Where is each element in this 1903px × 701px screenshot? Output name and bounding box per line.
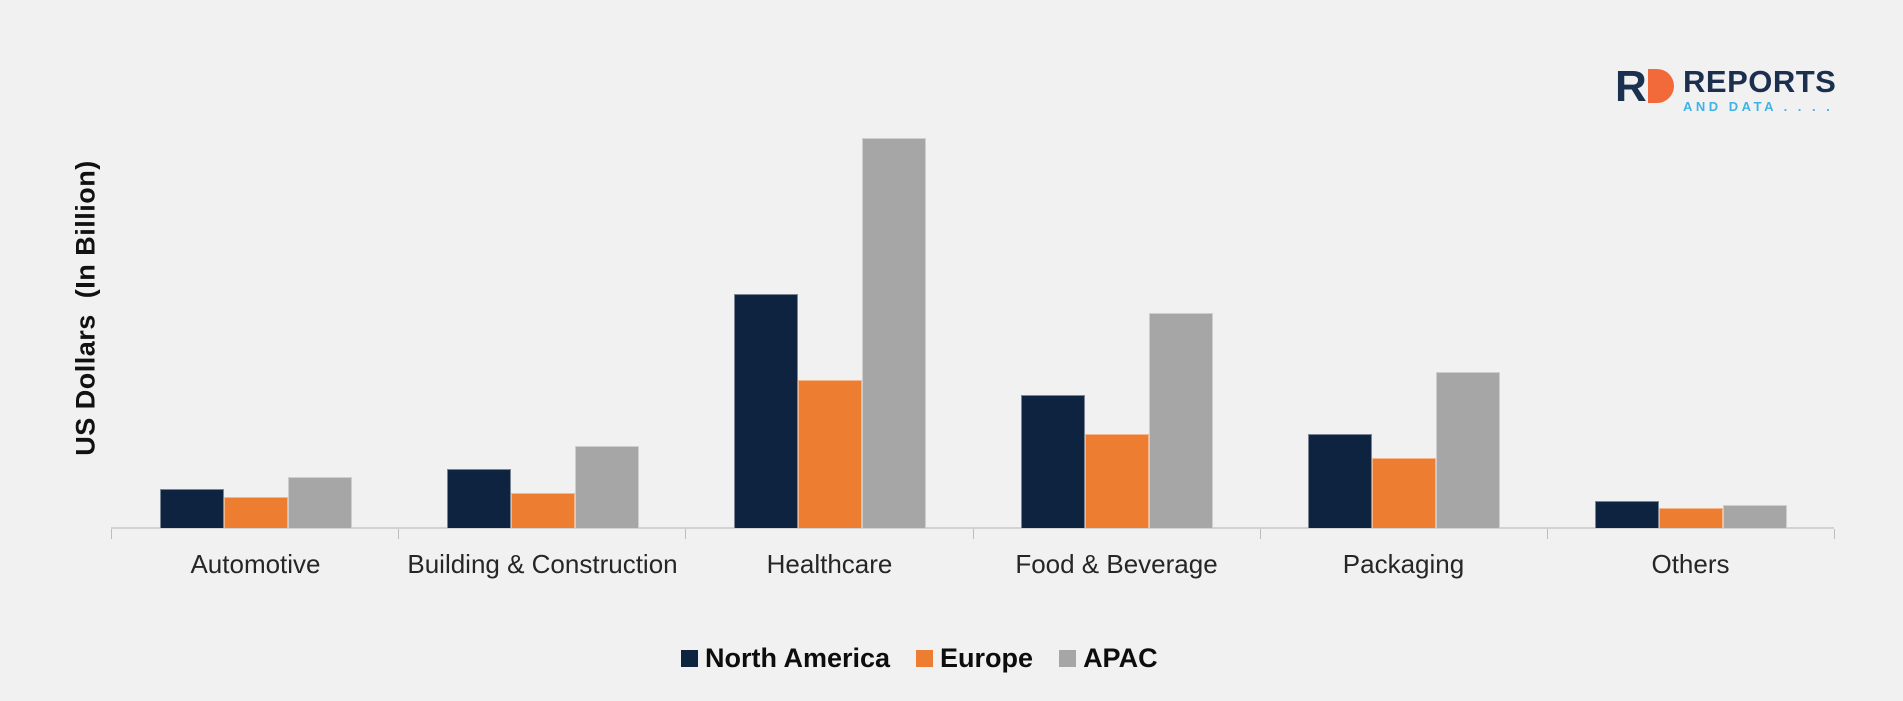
bar-north-america-healthcare (733, 294, 798, 528)
bar-north-america-automotive (159, 489, 224, 528)
x-axis-tick (1260, 529, 1261, 539)
bar-apac-food-beverage (1148, 313, 1213, 528)
bar-group-others (1547, 110, 1834, 528)
bar-europe-building-construction (510, 493, 575, 528)
category-label-row: Automotive Building & Construction Healthc… (112, 549, 1834, 580)
bar-europe-healthcare (797, 380, 862, 528)
x-axis-tick (111, 529, 112, 539)
bar-apac-automotive (287, 477, 352, 528)
bar-europe-others (1658, 508, 1723, 528)
bar-group-packaging (1260, 110, 1547, 528)
bar-europe-packaging (1371, 458, 1436, 528)
y-axis-title: US Dollars (In Billion) (70, 160, 101, 456)
bar-north-america-packaging (1307, 434, 1372, 528)
bar-apac-building-construction (574, 446, 639, 528)
category-label-packaging: Packaging (1342, 549, 1465, 579)
legend-label-north-america: North America (705, 643, 891, 673)
logo-text: REPORTS AND DATA . . . . (1683, 66, 1836, 113)
bar-apac-healthcare (861, 138, 926, 528)
bar-apac-others (1722, 505, 1787, 528)
bar-group-building-construction (399, 110, 686, 528)
bar-north-america-building-construction (446, 469, 511, 528)
x-axis-tick (685, 529, 686, 539)
legend-item-europe: Europe (916, 643, 1033, 674)
svg-text:R: R (1615, 66, 1647, 106)
legend: North America Europe APAC (681, 643, 1158, 674)
reports-and-data-logo: R REPORTS AND DATA . . . . (1615, 66, 1836, 113)
category-label-automotive: Automotive (190, 549, 321, 579)
category-label-building-construction: Building & Construction (407, 549, 678, 579)
plot-area (112, 110, 1834, 528)
bar-north-america-others (1594, 501, 1659, 528)
x-axis-tick (1547, 529, 1548, 539)
bar-group-automotive (112, 110, 399, 528)
x-axis-tick (973, 529, 974, 539)
x-axis-tick (398, 529, 399, 539)
bar-group-food-beverage (973, 110, 1260, 528)
bar-europe-food-beverage (1084, 434, 1149, 528)
category-label-food-beverage: Food & Beverage (1015, 549, 1218, 579)
bar-group-healthcare (686, 110, 973, 528)
x-axis-tick (1834, 529, 1835, 539)
category-label-others: Others (1651, 549, 1730, 579)
legend-swatch-europe (916, 650, 934, 667)
logo-brand-name: REPORTS (1683, 64, 1837, 99)
x-axis-line (111, 527, 1834, 529)
bar-north-america-food-beverage (1020, 395, 1085, 528)
category-label-healthcare: Healthcare (766, 549, 893, 579)
legend-item-north-america: North America (681, 643, 890, 674)
legend-swatch-apac (1059, 650, 1077, 667)
bar-apac-packaging (1435, 372, 1500, 528)
legend-swatch-north-america (681, 650, 698, 667)
logo-tagline: AND DATA . . . . (1683, 99, 1834, 114)
legend-label-apac: APAC (1083, 643, 1158, 673)
legend-item-apac: APAC (1059, 643, 1158, 674)
logo-rd-icon: R (1615, 66, 1674, 106)
legend-label-europe: Europe (940, 643, 1034, 673)
bar-europe-automotive (223, 497, 288, 528)
